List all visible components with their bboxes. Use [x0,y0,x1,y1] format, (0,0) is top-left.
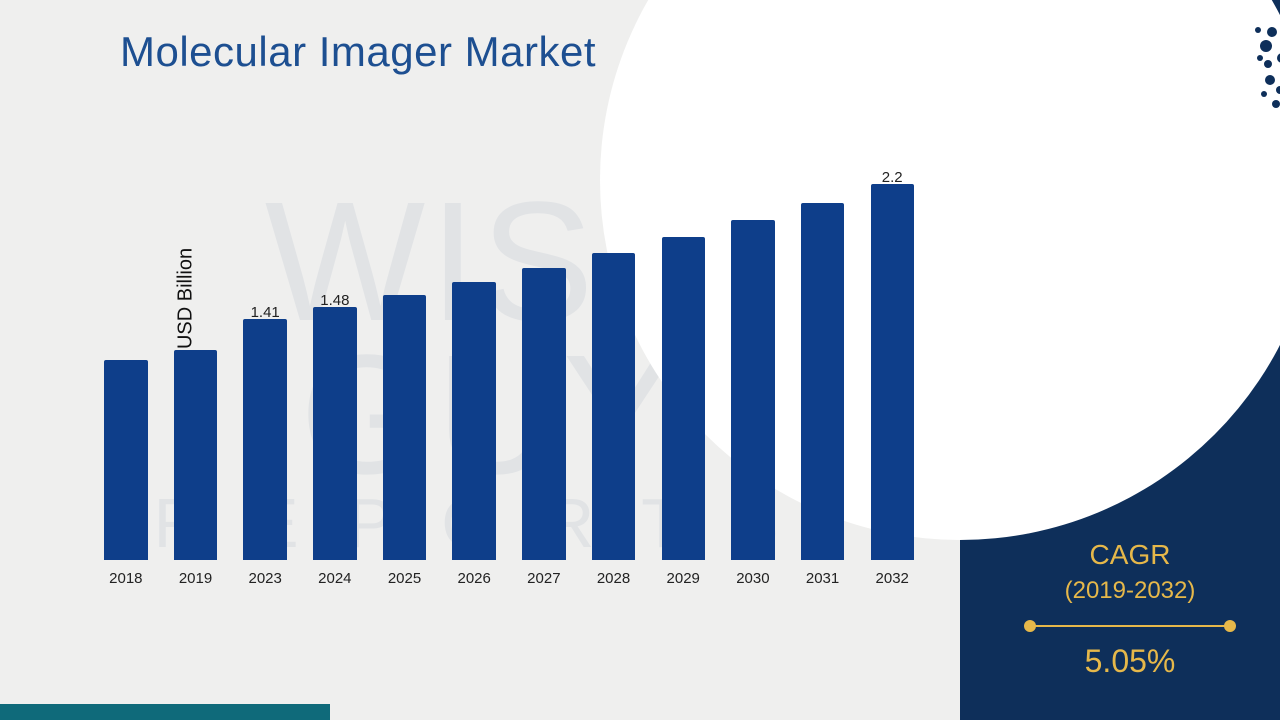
bar [731,220,774,560]
x-tick: 2024 [307,564,363,590]
bar-wrap: 2.2 [864,150,920,560]
x-axis: 2018 2019 2023 2024 2025 2026 2027 2028 2029 2030… [98,564,920,590]
bar [662,237,705,560]
bar-wrap: 1.41 [237,150,293,560]
bar [243,319,286,560]
x-tick: 2032 [864,564,920,590]
brand-head-icon [1210,12,1280,122]
bar-wrap [516,150,572,560]
cagr-label: CAGR [980,539,1280,571]
bar-wrap [655,150,711,560]
cagr-value: 5.05% [980,643,1280,680]
x-tick: 2028 [586,564,642,590]
brand-line2: REPORTS [1031,64,1202,82]
cagr-block: CAGR (2019-2032) 5.05% [980,539,1280,680]
bar [801,203,844,560]
bar [592,253,635,561]
bar-wrap [168,150,224,560]
cagr-divider [1030,625,1230,627]
x-tick: 2026 [446,564,502,590]
bar-value-label: 2.2 [882,169,903,186]
x-tick: 2023 [237,564,293,590]
bar [174,350,217,560]
x-tick: 2027 [516,564,572,590]
bar-wrap [98,150,154,560]
bar-value-label: 1.48 [320,292,349,309]
bar-wrap [446,150,502,560]
x-tick: 2018 [98,564,154,590]
bar [871,184,914,560]
x-tick: 2031 [795,564,851,590]
bar-wrap [586,150,642,560]
bar-chart: Market Value in USD Billion 1.411.482.2 … [50,150,920,590]
bar-value-label: 1.41 [251,304,280,321]
bar [313,307,356,560]
x-tick: 2029 [655,564,711,590]
x-tick: 2025 [377,564,433,590]
bar [104,360,147,560]
x-tick: 2030 [725,564,781,590]
cagr-period: (2019-2032) [980,577,1280,605]
bar-wrap [377,150,433,560]
bar-wrap: 1.48 [307,150,363,560]
bar-wrap [795,150,851,560]
bar-wrap [725,150,781,560]
bar [452,282,495,560]
x-tick: 2019 [168,564,224,590]
bar [383,295,426,560]
bar [522,268,565,560]
bottom-accent-strip [0,704,330,720]
chart-title: Molecular Imager Market [120,28,596,76]
plot-area: 1.41 1.48 2.2 [98,150,920,560]
